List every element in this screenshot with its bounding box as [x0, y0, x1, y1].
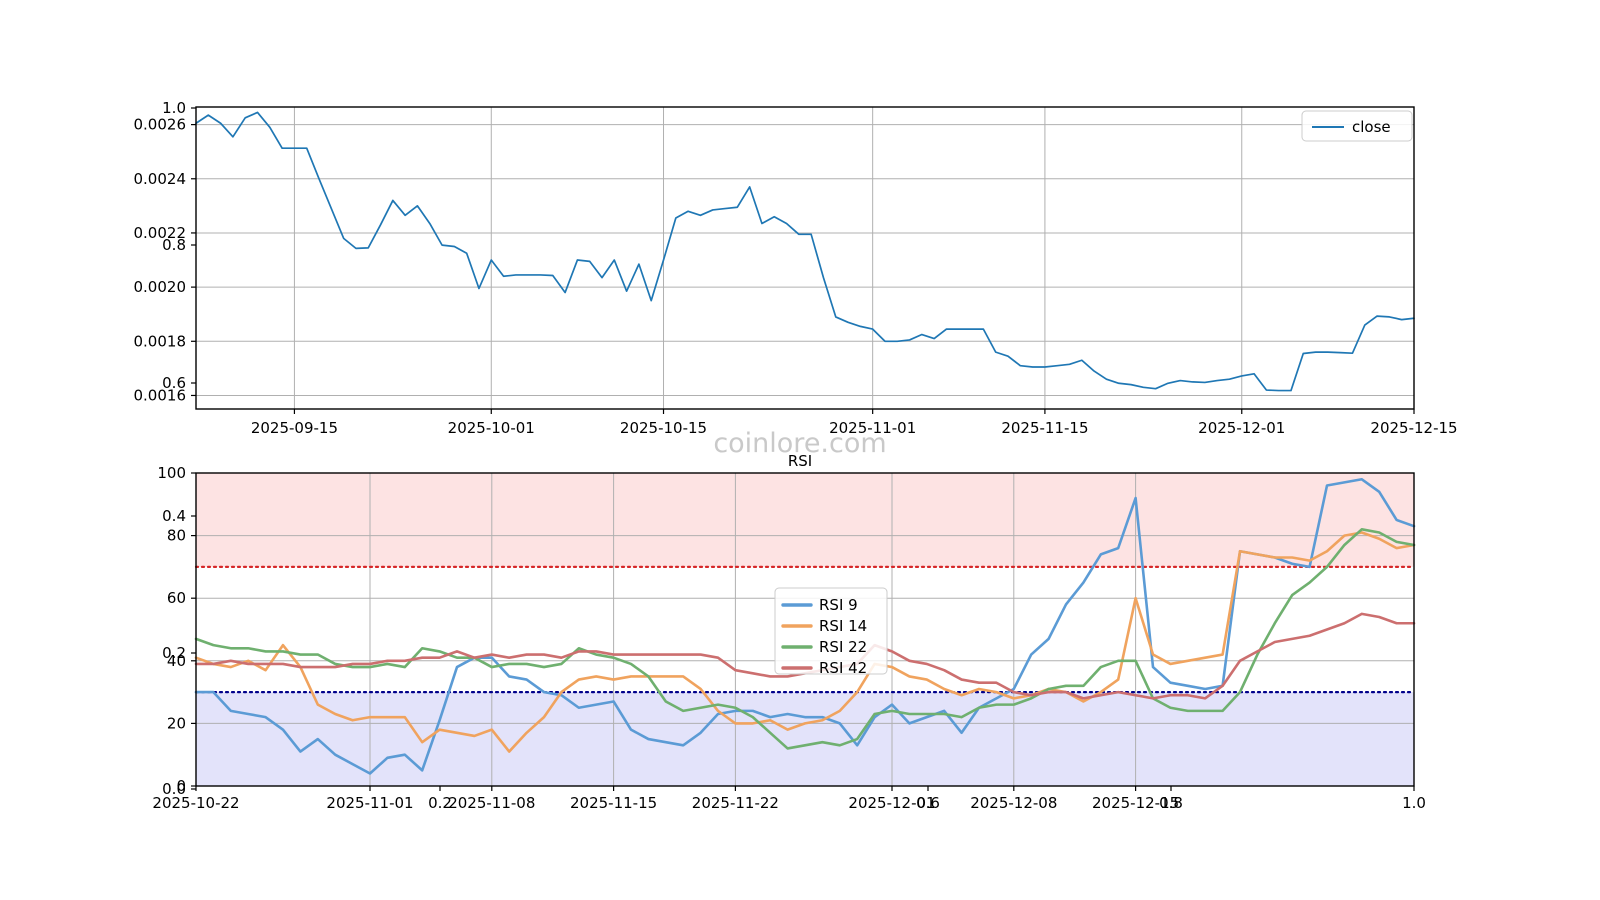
- price-axes-frame: [195, 106, 1415, 410]
- price-ytick-label: 0.0022: [134, 224, 187, 242]
- rsi-xtick-label: 2025-11-01: [326, 794, 413, 812]
- price-xtick-label: 2025-10-01: [448, 419, 535, 437]
- rsi-legend[interactable]: RSI 9 RSI 14 RSI 22 RSI 42: [774, 587, 888, 677]
- rsi-xtick-label: 2025-11-22: [692, 794, 779, 812]
- rsi-norm-ytick-label: 0.4: [162, 507, 186, 525]
- price-legend-label: close: [1352, 118, 1391, 136]
- price-close-line: [195, 111, 1415, 392]
- rsi-legend-label-3: RSI 42: [819, 659, 867, 677]
- rsi-axes-frame: [195, 472, 1415, 787]
- price-xtick-label: 2025-11-01: [829, 419, 916, 437]
- price-xtick-label: 2025-12-15: [1370, 419, 1457, 437]
- rsi-norm-xtick-label: 0.6: [916, 794, 940, 812]
- rsi-oversold-band: [196, 692, 1414, 786]
- price-ytick-label: 0.0024: [134, 170, 187, 188]
- rsi-ytick-label: 40: [167, 652, 186, 670]
- price-xtick-label: 2025-10-15: [620, 419, 707, 437]
- price-xtick-label: 2025-11-15: [1001, 419, 1088, 437]
- rsi-series-line-0: [194, 477, 1416, 775]
- rsi-norm-xtick-label: 1.0: [1402, 794, 1426, 812]
- rsi-xtick-label: 2025-12-01: [848, 794, 935, 812]
- rsi-series-line-1: [194, 531, 1416, 753]
- rsi-legend-box: [774, 587, 888, 675]
- rsi-title: RSI: [788, 452, 812, 470]
- rsi-norm-xtick-label: 0.2: [428, 794, 452, 812]
- rsi-overbought-band: [196, 473, 1414, 567]
- rsi-legend-label-1: RSI 14: [819, 617, 867, 635]
- rsi-ytick-label: 100: [157, 464, 186, 482]
- rsi-series-line-2: [194, 528, 1416, 750]
- price-norm-ytick-label: 0.6: [162, 374, 186, 392]
- rsi-xtick-label: 2025-12-15: [1092, 794, 1179, 812]
- watermark-text: coinlore.com: [713, 428, 886, 459]
- rsi-norm-xtick-label: 0.8: [1159, 794, 1183, 812]
- rsi-ytick-label: 80: [167, 527, 186, 545]
- rsi-ytick-label: 60: [167, 589, 186, 607]
- price-xtick-label: 2025-12-01: [1198, 419, 1285, 437]
- rsi-xtick-label: 2025-12-08: [970, 794, 1057, 812]
- price-legend-box: [1301, 110, 1413, 142]
- rsi-ytick-label: 0: [176, 777, 186, 795]
- rsi-xtick-label: 2025-11-08: [448, 794, 535, 812]
- price-norm-ytick-label: 0.8: [162, 236, 186, 254]
- rsi-norm-ytick-label: 0.2: [162, 644, 186, 662]
- rsi-xtick-label: 2025-10-22: [152, 794, 239, 812]
- rsi-norm-ytick-label: 0.0: [162, 780, 186, 798]
- rsi-legend-label-0: RSI 9: [819, 596, 858, 614]
- rsi-panel: RSI 0 20 40 60 80 100 2025-10-22 2025-11-01 2025-…: [152, 452, 1426, 812]
- price-legend[interactable]: close: [1301, 110, 1413, 142]
- rsi-ytick-label: 20: [167, 714, 186, 732]
- price-ytick-label: 0.0018: [134, 332, 187, 350]
- price-ytick-label: 0.0020: [134, 278, 187, 296]
- rsi-xtick-label: 2025-11-15: [570, 794, 657, 812]
- price-xtick-label: 2025-09-15: [251, 419, 338, 437]
- rsi-legend-label-2: RSI 22: [819, 638, 867, 656]
- price-panel: 0.0016 0.0018 0.0020 0.0022 0.0024 0.0026 2025…: [134, 99, 1458, 437]
- price-ytick-label: 0.0026: [134, 116, 187, 134]
- price-norm-ytick-label: 1.0: [162, 99, 186, 117]
- price-ytick-label: 0.0016: [134, 386, 187, 404]
